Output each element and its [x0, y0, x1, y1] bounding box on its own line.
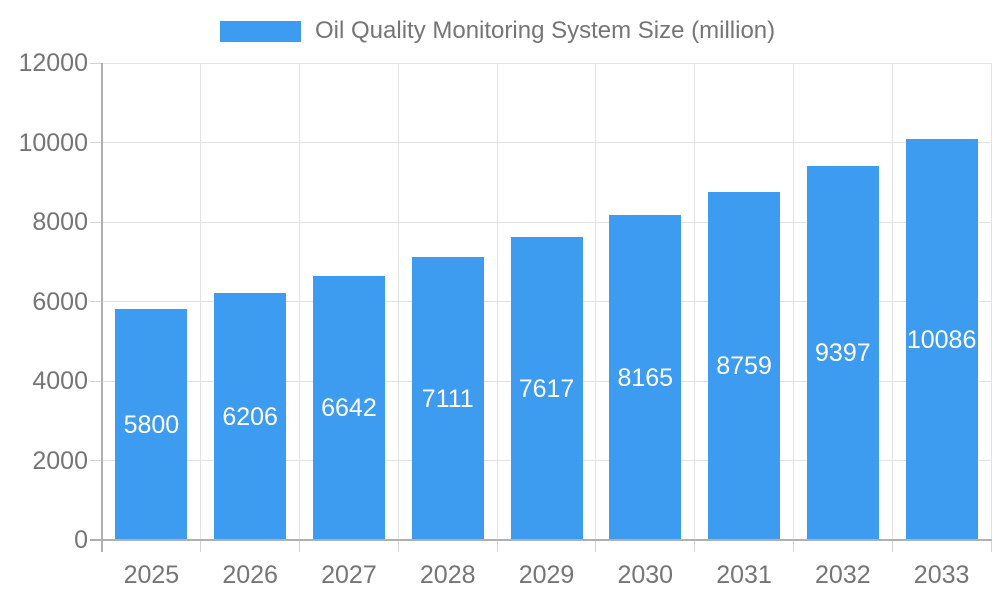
x-tick-mark [496, 540, 498, 552]
legend-label: Oil Quality Monitoring System Size (mill… [315, 17, 776, 44]
y-tick-mark [90, 380, 102, 382]
bar[interactable] [214, 293, 287, 539]
legend-swatch [220, 20, 301, 42]
y-tick-label: 0 [74, 526, 88, 554]
y-tick-mark [90, 221, 102, 223]
x-gridline [496, 63, 498, 540]
bar-value-label: 7111 [421, 384, 474, 413]
bar[interactable] [806, 166, 879, 539]
x-tick-label: 2028 [419, 561, 476, 589]
bar[interactable] [510, 237, 583, 539]
bar[interactable] [609, 215, 682, 539]
y-tick-label: 12000 [18, 49, 88, 77]
x-gridline [299, 63, 301, 540]
x-tick-mark [891, 540, 893, 552]
y-tick-mark [90, 62, 102, 64]
y-tick-mark [90, 142, 102, 143]
bar[interactable] [708, 191, 781, 539]
x-gridline [595, 63, 597, 540]
x-tick-label: 2031 [716, 561, 772, 589]
x-tick-label: 2026 [222, 561, 278, 589]
x-gridline [990, 63, 992, 540]
legend-item[interactable]: Oil Quality Monitoring System Size (mill… [220, 17, 775, 45]
x-tick-label: 2027 [321, 561, 377, 589]
bar-value-label: 7617 [518, 374, 575, 403]
y-tick-label: 8000 [32, 208, 88, 236]
y-tick-label: 4000 [32, 367, 88, 395]
x-gridline [694, 63, 696, 540]
bar-value-label: 8165 [617, 363, 674, 392]
y-tick-mark [90, 301, 102, 302]
bar[interactable] [115, 309, 188, 539]
y-tick-label: 6000 [32, 287, 88, 316]
bar-value-label: 6206 [222, 402, 278, 431]
y-gridline [102, 142, 991, 143]
bar-value-label: 6642 [321, 393, 377, 422]
bar-value-label: 10086 [906, 325, 977, 354]
x-tick-label: 2029 [518, 561, 575, 589]
x-tick-mark [200, 540, 202, 552]
x-tick-mark [792, 540, 794, 552]
x-gridline [397, 63, 399, 540]
bar[interactable] [312, 275, 385, 539]
x-gridline [891, 63, 893, 540]
x-tick-label: 2025 [123, 561, 180, 589]
bar[interactable] [411, 257, 484, 539]
y-gridline [102, 221, 991, 223]
x-gridline [792, 63, 794, 540]
bar[interactable] [905, 139, 978, 539]
x-tick-mark [595, 540, 597, 552]
bar-value-label: 9397 [815, 339, 871, 368]
y-axis-line [101, 63, 103, 552]
x-tick-mark [397, 540, 399, 552]
x-tick-mark [299, 540, 301, 552]
x-tick-label: 2033 [913, 561, 970, 589]
x-tick-label: 2030 [617, 561, 674, 589]
x-tick-mark [990, 540, 992, 552]
bar-value-label: 8759 [716, 351, 772, 380]
bar-value-label: 5800 [123, 410, 180, 439]
y-tick-mark [90, 460, 102, 461]
x-gridline [200, 63, 202, 540]
x-tick-label: 2032 [815, 561, 871, 589]
x-tick-mark [694, 540, 696, 552]
y-tick-label: 2000 [32, 446, 88, 475]
y-gridline [102, 62, 991, 64]
x-axis-line [90, 539, 992, 541]
y-tick-label: 10000 [18, 128, 88, 157]
